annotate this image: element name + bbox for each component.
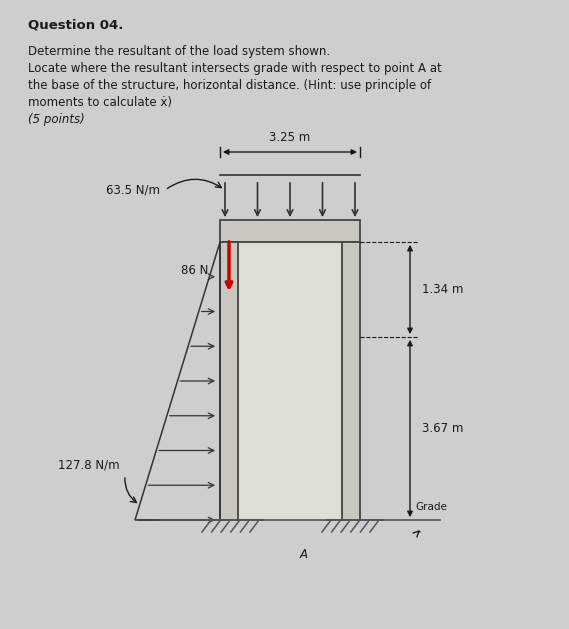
Text: 1.34 m: 1.34 m	[422, 283, 463, 296]
Text: 86 N: 86 N	[180, 264, 208, 277]
Text: (5 points): (5 points)	[28, 113, 85, 126]
Text: Determine the resultant of the load system shown.: Determine the resultant of the load syst…	[28, 45, 330, 58]
Polygon shape	[342, 242, 360, 520]
Text: 3.25 m: 3.25 m	[269, 131, 311, 144]
Text: Grade: Grade	[415, 502, 447, 512]
Text: 63.5 N/m: 63.5 N/m	[106, 184, 160, 196]
Text: Question 04.: Question 04.	[28, 18, 123, 31]
Polygon shape	[220, 220, 360, 242]
Text: moments to calculate ẋ): moments to calculate ẋ)	[28, 96, 172, 109]
Polygon shape	[238, 242, 342, 520]
Text: A: A	[300, 548, 308, 561]
Text: the base of the structure, horizontal distance. (Hint: use principle of: the base of the structure, horizontal di…	[28, 79, 431, 92]
Text: Locate where the resultant intersects grade with respect to point A at: Locate where the resultant intersects gr…	[28, 62, 442, 75]
Text: 3.67 m: 3.67 m	[422, 422, 463, 435]
Text: 127.8 N/m: 127.8 N/m	[59, 459, 120, 472]
Polygon shape	[220, 242, 238, 520]
